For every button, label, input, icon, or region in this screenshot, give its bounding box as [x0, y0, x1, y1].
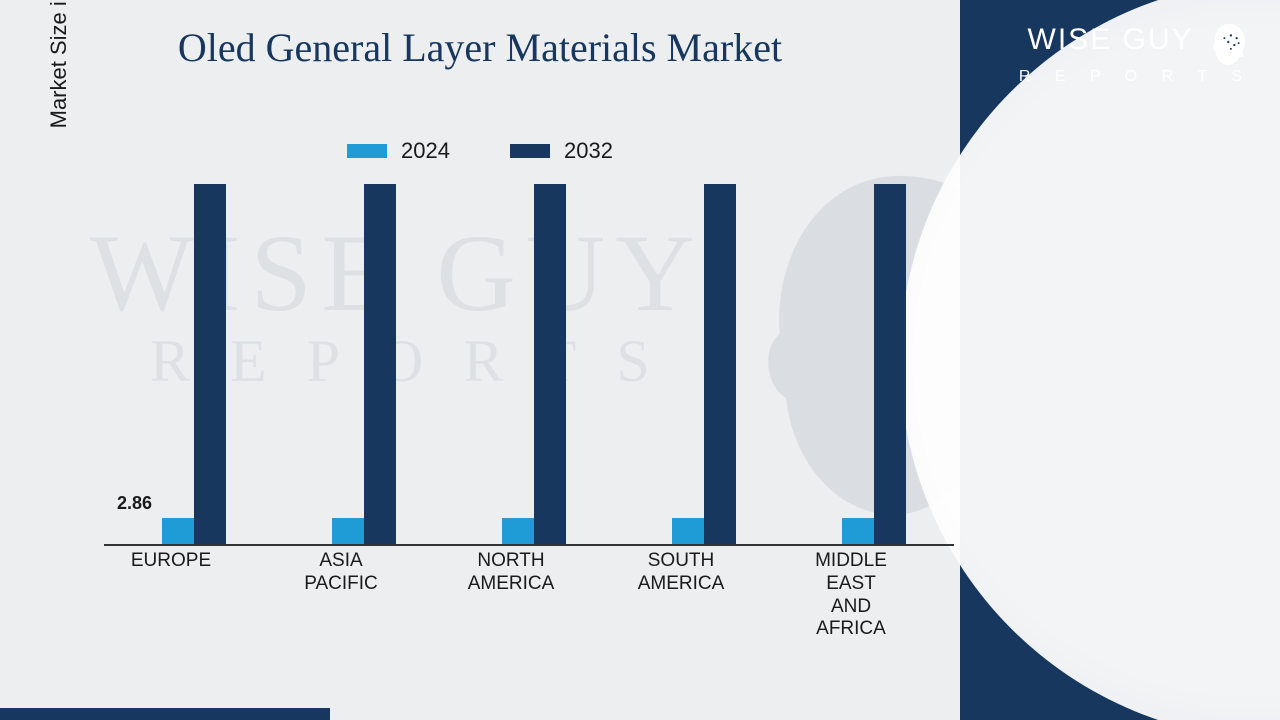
bar: [364, 184, 396, 544]
legend-item-2032: 2032: [510, 138, 613, 164]
logo-head-icon: [1206, 22, 1252, 68]
bar-group: [479, 184, 589, 544]
bar: [874, 184, 906, 544]
y-axis-label: Market Size in USD Billion: [46, 0, 72, 180]
bar-group: 2.86: [139, 184, 249, 544]
x-axis-line: [104, 544, 954, 546]
logo-line2: R E P O R T S: [1019, 68, 1252, 86]
legend-label-2032: 2032: [564, 138, 613, 164]
bottom-accent-bar: [0, 708, 330, 720]
bar: [162, 518, 194, 544]
bar: [704, 184, 736, 544]
bar: [502, 518, 534, 544]
decorative-circle: [900, 0, 1280, 720]
bar-value-label: 2.86: [117, 493, 152, 514]
bar-chart-plot: 2.86: [104, 184, 954, 544]
legend-item-2024: 2024: [347, 138, 450, 164]
legend-swatch-2024: [347, 144, 387, 158]
bar: [194, 184, 226, 544]
bar-group: [309, 184, 419, 544]
bar: [672, 518, 704, 544]
page-root: WISE GUY REPORTS WISE GUY R E P O R T S …: [0, 0, 1280, 720]
category-label: EUROPE: [96, 550, 246, 573]
category-label: MIDDLE EAST AND AFRICA: [776, 550, 926, 641]
brand-logo: WISE GUY R E P O R T S: [1019, 22, 1252, 86]
legend-swatch-2032: [510, 144, 550, 158]
bar: [332, 518, 364, 544]
category-label: NORTH AMERICA: [436, 550, 586, 596]
bar-group: [819, 184, 929, 544]
bar: [534, 184, 566, 544]
bar: [842, 518, 874, 544]
logo-line1: WISE GUY: [1028, 23, 1194, 56]
chart-title: Oled General Layer Materials Market: [0, 24, 960, 71]
category-label: ASIA PACIFIC: [266, 550, 416, 596]
chart-legend: 2024 2032: [0, 138, 960, 164]
bar-group: [649, 184, 759, 544]
legend-label-2024: 2024: [401, 138, 450, 164]
category-label: SOUTH AMERICA: [606, 550, 756, 596]
